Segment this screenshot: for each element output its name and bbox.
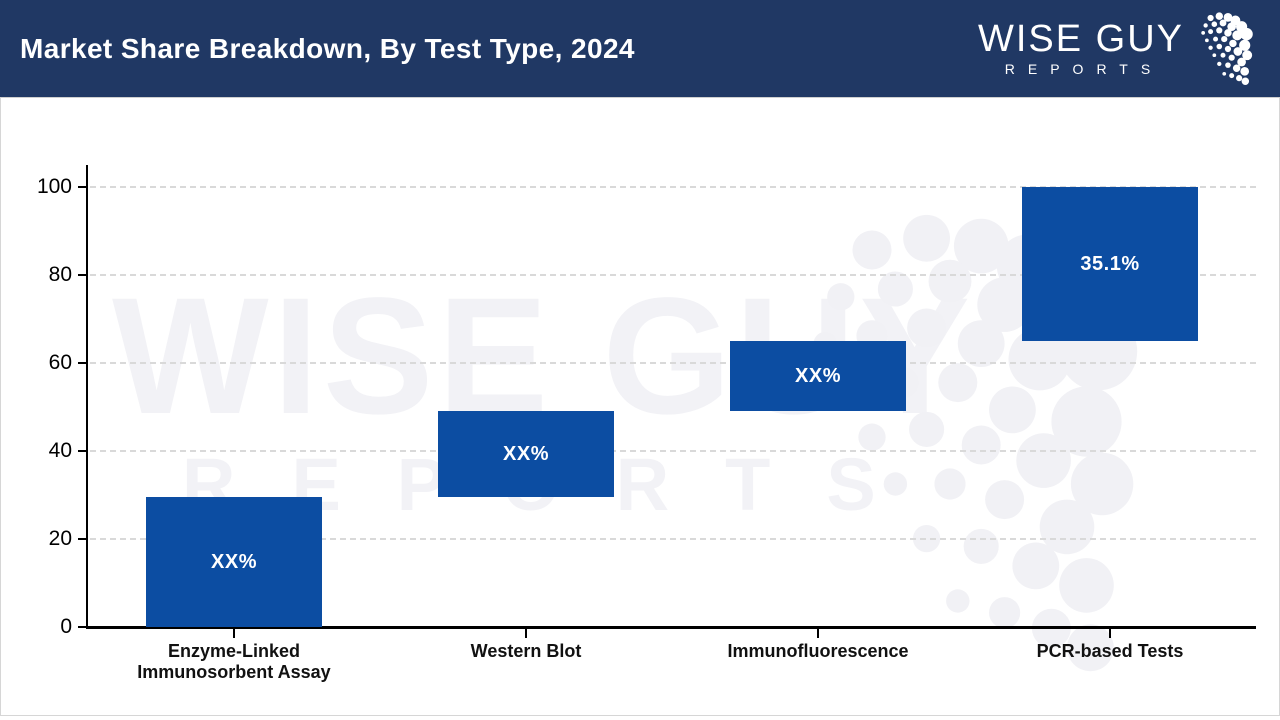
logo-wordmark: WISE GUY (977, 18, 1184, 60)
logo-subtitle: REPORTS (1004, 61, 1164, 77)
x-axis-tick (233, 629, 235, 638)
y-gridline (90, 450, 1256, 452)
y-axis-tick-label: 0 (60, 615, 72, 638)
y-axis-tick-label: 20 (48, 527, 72, 550)
bar-value-label: XX% (795, 364, 841, 387)
y-axis-tick (78, 538, 86, 540)
y-axis-tick (78, 626, 86, 628)
y-axis-tick (78, 450, 86, 452)
y-axis-tick (78, 274, 86, 276)
x-axis-tick (817, 629, 819, 638)
bar-value-label: 35.1% (1080, 252, 1140, 275)
y-gridline (90, 538, 1256, 540)
y-axis-tick-label: 100 (36, 175, 72, 198)
bar-segment: XX% (146, 497, 322, 627)
x-axis-category-label: Immunofluorescence (727, 641, 909, 661)
y-axis-line (86, 165, 88, 629)
x-axis-category-label: Enzyme-Linked Immunosorbent Assay (137, 641, 331, 682)
x-axis-category-label: Western Blot (470, 641, 582, 661)
x-axis-category-label: PCR-based Tests (1036, 641, 1184, 661)
header-band: Market Share Breakdown, By Test Type, 20… (0, 0, 1280, 97)
x-axis-tick (525, 629, 527, 638)
y-gridline (90, 186, 1256, 188)
page-title: Market Share Breakdown, By Test Type, 20… (20, 32, 635, 64)
y-gridline (90, 362, 1256, 364)
bar-segment: XX% (730, 341, 906, 412)
y-axis-tick-label: 40 (48, 439, 72, 462)
wise-guy-reports-logo: WISE GUY REPORTS (978, 11, 1254, 87)
y-axis-tick (78, 186, 86, 188)
x-axis-tick (1109, 629, 1111, 638)
logo-text: WISE GUY REPORTS (978, 20, 1184, 77)
y-axis-tick-label: 60 (48, 351, 72, 374)
bar-segment: 35.1% (1022, 187, 1198, 342)
dotted-face-icon (1192, 11, 1254, 87)
x-axis-line (86, 626, 1256, 629)
y-gridline (90, 274, 1256, 276)
y-axis-tick-label: 80 (48, 263, 72, 286)
bar-segment: XX% (438, 411, 614, 498)
bar-value-label: XX% (211, 550, 257, 573)
y-axis-tick (78, 362, 86, 364)
bar-value-label: XX% (503, 442, 549, 465)
